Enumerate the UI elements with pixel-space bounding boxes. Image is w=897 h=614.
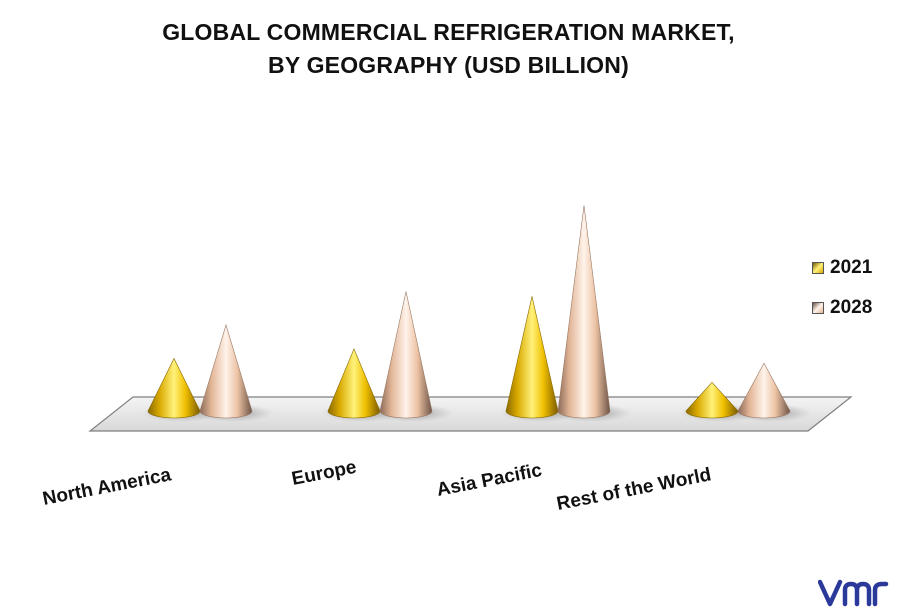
category-labels: North America Europe Asia Pacific Rest of t… (41, 457, 713, 515)
chart-title-line-2: BY GEOGRAPHY (USD BILLION) (268, 52, 629, 78)
cone-2028-rest-of-the-world (737, 362, 791, 419)
cone-2021-north-america (147, 357, 201, 419)
cone-2028-europe (379, 291, 433, 419)
legend-swatch-2028 (812, 302, 824, 314)
category-label: North America (41, 464, 173, 510)
legend-item-2021: 2021 (812, 257, 872, 279)
cone-2021-asia-pacific (505, 296, 559, 419)
category-label: Rest of the World (555, 464, 713, 515)
legend-label-2028: 2028 (830, 297, 873, 318)
legend-label-2021: 2021 (830, 257, 873, 278)
category-label: Europe (290, 457, 358, 490)
cone-2028-north-america (199, 323, 253, 419)
legend-item-2028: 2028 (812, 297, 872, 319)
category-label: Asia Pacific (435, 460, 544, 501)
cone-2021-europe (327, 348, 381, 419)
cones-group (142, 205, 812, 422)
legend: 2021 2028 (812, 257, 872, 337)
chart-title-line-1: GLOBAL COMMERCIAL REFRIGERATION MARKET, (162, 19, 735, 45)
chart-title: GLOBAL COMMERCIAL REFRIGERATION MARKET, … (0, 16, 897, 82)
vmr-logo-icon (818, 579, 889, 607)
legend-swatch-2021 (812, 262, 824, 274)
chart-floor (88, 396, 853, 432)
cone-2028-asia-pacific (557, 205, 611, 419)
